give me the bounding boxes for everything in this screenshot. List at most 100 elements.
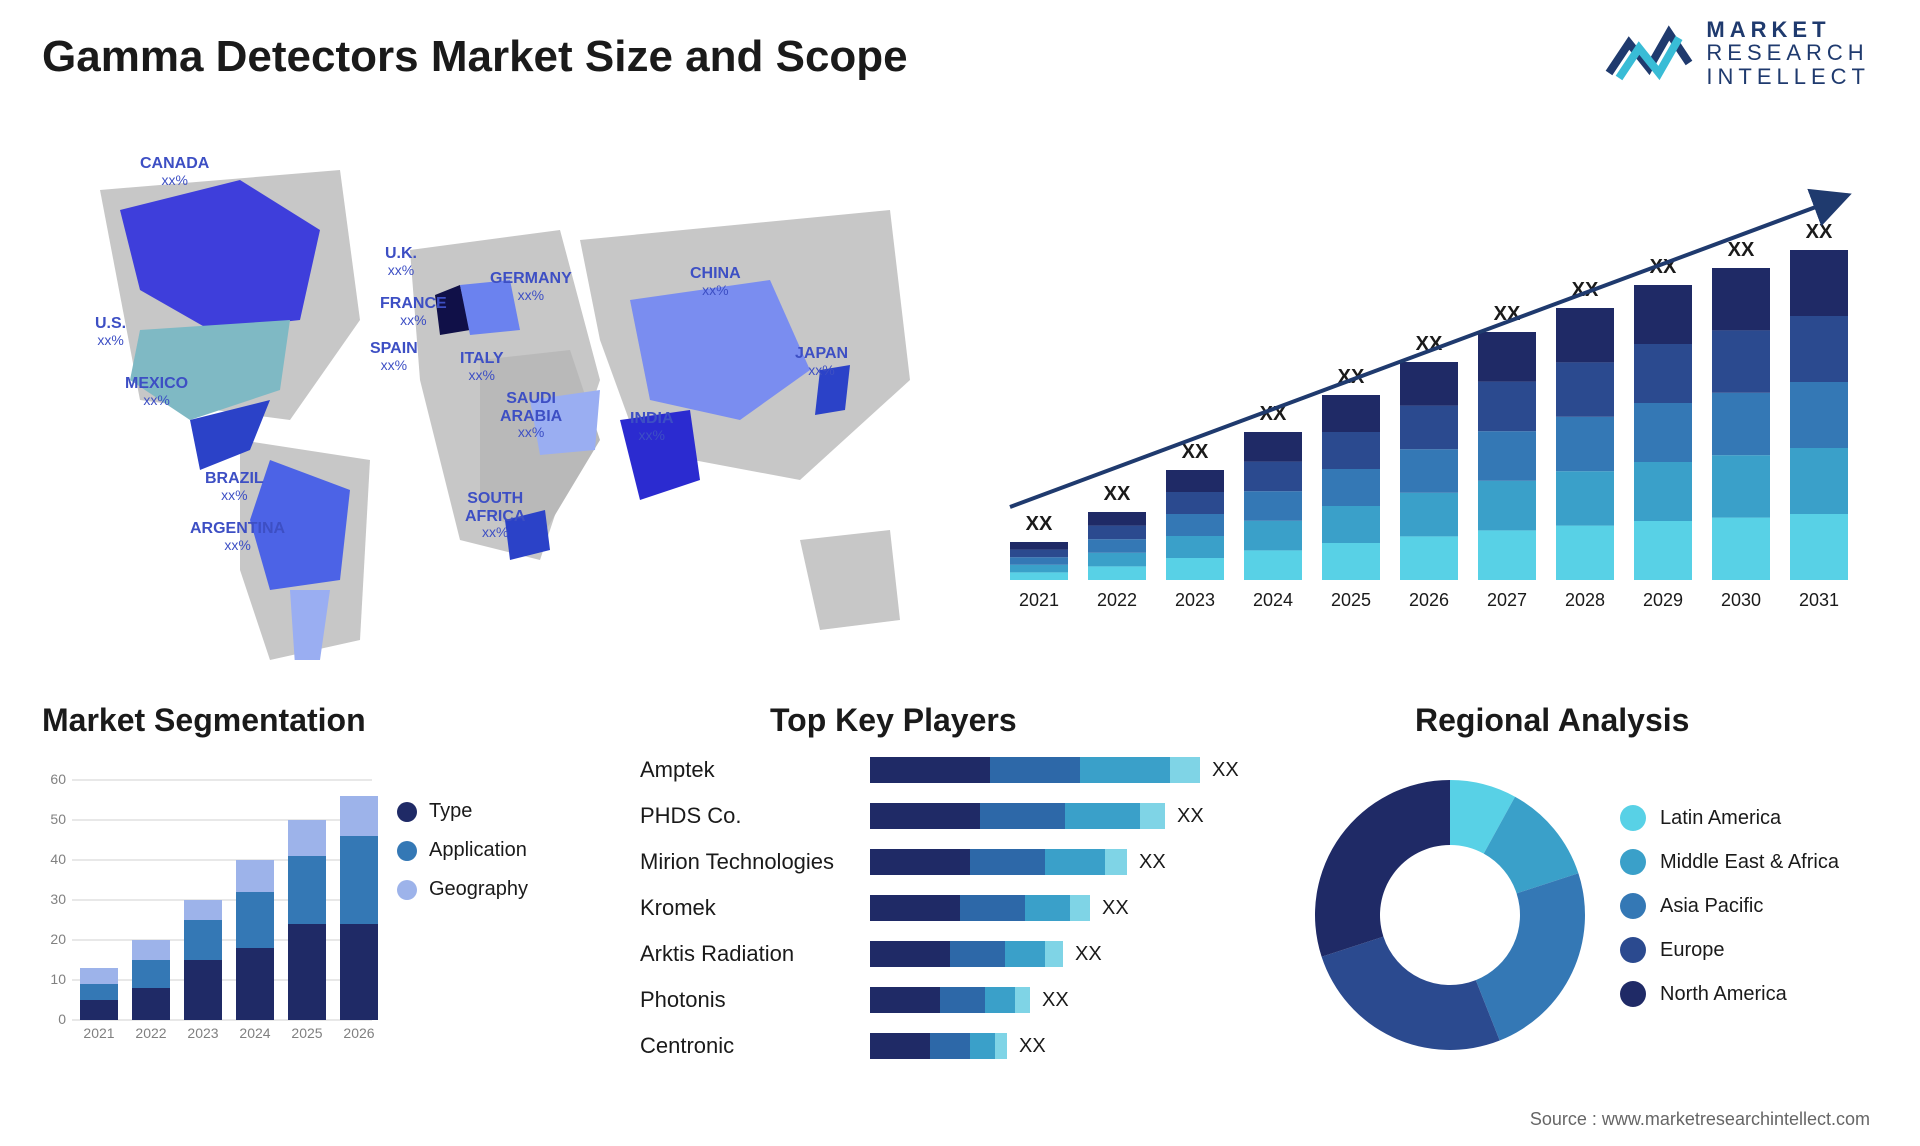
svg-text:2024: 2024 — [1253, 590, 1293, 610]
svg-text:30: 30 — [50, 891, 66, 907]
svg-text:2024: 2024 — [239, 1025, 270, 1041]
segmentation-chart: 0 10 20 30 40 50 60 2021 2022 2023 2024 2025 2026 Ty… — [42, 750, 582, 1080]
player-row: Arktis Radiation XX — [640, 934, 1280, 974]
regional-legend-item: Europe — [1620, 937, 1839, 963]
svg-text:50: 50 — [50, 811, 66, 827]
map-label: CANADAxx% — [140, 155, 209, 188]
brand-logo: MARKET RESEARCH INTELLECT — [1604, 18, 1870, 88]
player-value: XX — [1139, 851, 1166, 874]
logo-line1: MARKET — [1706, 18, 1870, 41]
svg-text:XX: XX — [1728, 239, 1755, 261]
growth-svg: XX2021XX2022XX2023XX2024XX2025XX2026XX20… — [1000, 140, 1870, 620]
players-heading: Top Key Players — [770, 702, 1017, 739]
logo-text: MARKET RESEARCH INTELLECT — [1706, 18, 1870, 87]
svg-text:2031: 2031 — [1799, 590, 1839, 610]
svg-text:2023: 2023 — [187, 1025, 218, 1041]
svg-text:2022: 2022 — [1097, 590, 1137, 610]
regional-legend-item: North America — [1620, 981, 1839, 1007]
segmentation-legend: Type Application Geography — [397, 800, 528, 917]
segmentation-svg: 0 10 20 30 40 50 60 2021 2022 2023 2024 2025 2026 — [42, 750, 382, 1050]
svg-text:2028: 2028 — [1565, 590, 1605, 610]
map-label: BRAZILxx% — [205, 470, 264, 503]
svg-text:20: 20 — [50, 931, 66, 947]
seg-legend-item: Application — [397, 839, 528, 862]
world-map: CANADAxx% U.S.xx% MEXICOxx% BRAZILxx% ARGENT… — [40, 120, 920, 660]
regional-legend: Latin America Middle East & Africa Asia Pa… — [1620, 805, 1839, 1025]
player-name: Kromek — [640, 895, 870, 921]
map-label: FRANCExx% — [380, 295, 447, 328]
svg-text:XX: XX — [1182, 441, 1209, 463]
seg-legend-item: Type — [397, 800, 528, 823]
page-title: Gamma Detectors Market Size and Scope — [42, 32, 908, 82]
svg-text:2021: 2021 — [1019, 590, 1059, 610]
player-name: Arktis Radiation — [640, 941, 870, 967]
map-label: ITALYxx% — [460, 350, 504, 383]
svg-text:XX: XX — [1104, 483, 1131, 505]
map-label: JAPANxx% — [795, 345, 848, 378]
map-label: CHINAxx% — [690, 265, 741, 298]
player-value: XX — [1019, 1035, 1046, 1058]
map-label: ARGENTINAxx% — [190, 520, 285, 553]
player-value: XX — [1177, 805, 1204, 828]
player-bar — [870, 1033, 1007, 1059]
regional-legend-item: Latin America — [1620, 805, 1839, 831]
donut-svg — [1310, 775, 1590, 1055]
regional-donut — [1310, 775, 1590, 1055]
player-row: Photonis XX — [640, 980, 1280, 1020]
player-name: Centronic — [640, 1033, 870, 1059]
svg-text:2026: 2026 — [1409, 590, 1449, 610]
svg-text:2022: 2022 — [135, 1025, 166, 1041]
player-value: XX — [1102, 897, 1129, 920]
player-name: PHDS Co. — [640, 803, 870, 829]
player-bar — [870, 987, 1030, 1013]
map-label: SPAINxx% — [370, 340, 418, 373]
svg-text:XX: XX — [1806, 221, 1833, 243]
map-label: SOUTHAFRICAxx% — [465, 490, 525, 541]
svg-text:2021: 2021 — [83, 1025, 114, 1041]
seg-legend-item: Geography — [397, 878, 528, 901]
regional-analysis: Latin America Middle East & Africa Asia Pa… — [1310, 750, 1870, 1080]
svg-text:2030: 2030 — [1721, 590, 1761, 610]
player-name: Amptek — [640, 757, 870, 783]
svg-text:0: 0 — [58, 1011, 66, 1027]
player-name: Mirion Technologies — [640, 849, 870, 875]
player-row: Centronic XX — [640, 1026, 1280, 1066]
regional-legend-item: Middle East & Africa — [1620, 849, 1839, 875]
svg-text:2027: 2027 — [1487, 590, 1527, 610]
map-label: U.S.xx% — [95, 315, 126, 348]
logo-line2: RESEARCH — [1706, 41, 1870, 64]
player-bar — [870, 941, 1063, 967]
player-bar — [870, 895, 1090, 921]
player-row: PHDS Co. XX — [640, 796, 1280, 836]
map-label: SAUDIARABIAxx% — [500, 390, 562, 441]
svg-text:2025: 2025 — [1331, 590, 1371, 610]
regional-heading: Regional Analysis — [1415, 702, 1689, 739]
svg-text:40: 40 — [50, 851, 66, 867]
logo-line3: INTELLECT — [1706, 65, 1870, 88]
svg-text:2025: 2025 — [291, 1025, 322, 1041]
player-bar — [870, 757, 1200, 783]
svg-text:10: 10 — [50, 971, 66, 987]
map-label: MEXICOxx% — [125, 375, 188, 408]
growth-bar-chart: XX2021XX2022XX2023XX2024XX2025XX2026XX20… — [1000, 140, 1870, 620]
player-row: AmptekXX — [640, 750, 1280, 790]
map-label: GERMANYxx% — [490, 270, 572, 303]
player-bar — [870, 849, 1127, 875]
source-attribution: Source : www.marketresearchintellect.com — [1530, 1109, 1870, 1130]
svg-text:60: 60 — [50, 771, 66, 787]
regional-legend-item: Asia Pacific — [1620, 893, 1839, 919]
svg-text:2023: 2023 — [1175, 590, 1215, 610]
segmentation-heading: Market Segmentation — [42, 702, 366, 739]
player-row: Kromek XX — [640, 888, 1280, 928]
player-row: Mirion Technologies XX — [640, 842, 1280, 882]
logo-icon — [1604, 18, 1694, 88]
svg-text:XX: XX — [1026, 513, 1053, 535]
player-value: XX — [1042, 989, 1069, 1012]
player-bar — [870, 803, 1165, 829]
svg-text:2026: 2026 — [343, 1025, 374, 1041]
player-value: XX — [1075, 943, 1102, 966]
player-name: Photonis — [640, 987, 870, 1013]
key-players-chart: AmptekXXPHDS Co.XXMirion TechnologiesXXK… — [640, 750, 1280, 1080]
map-label: U.K.xx% — [385, 245, 417, 278]
svg-text:2029: 2029 — [1643, 590, 1683, 610]
